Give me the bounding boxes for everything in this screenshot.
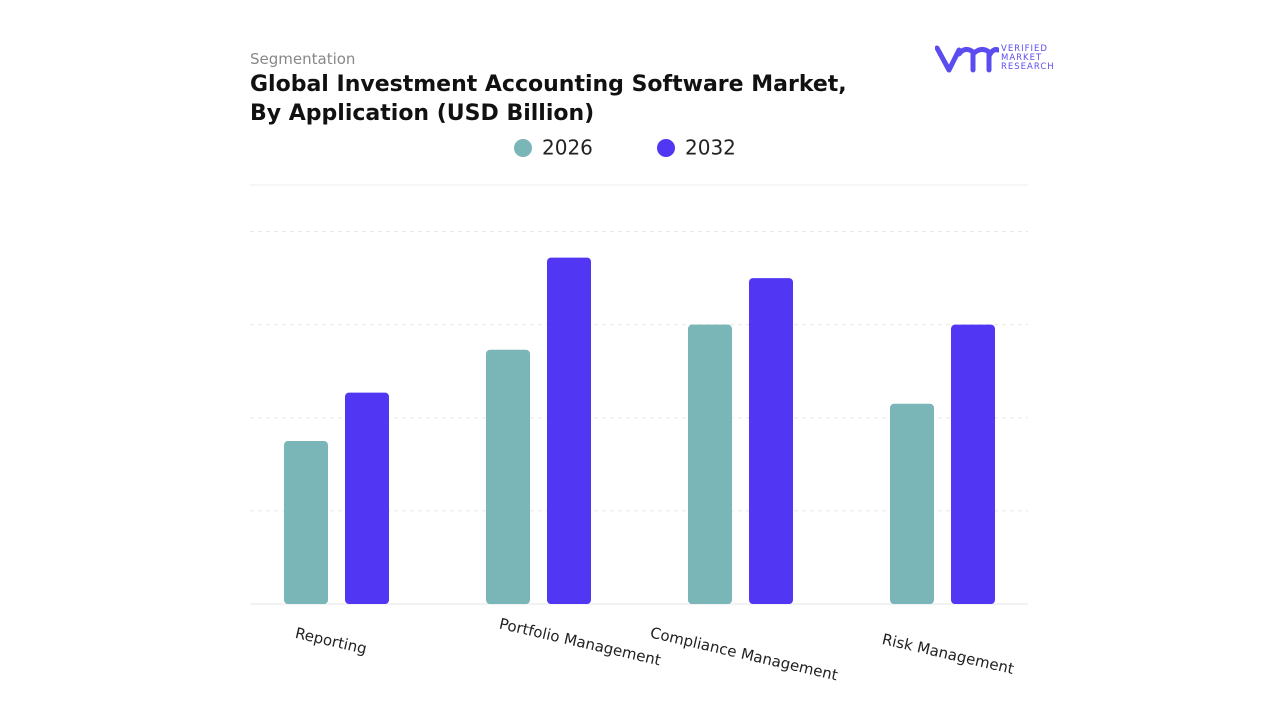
legend-label: 2032 <box>685 136 736 160</box>
subtitle: Segmentation <box>250 50 356 68</box>
bar <box>345 392 389 604</box>
logo-mark <box>934 45 1001 73</box>
bar <box>284 441 328 604</box>
bar <box>951 324 995 604</box>
logo: VERIFIED MARKET RESEARCH <box>934 44 1054 78</box>
bar <box>486 349 530 604</box>
legend-label: 2026 <box>542 136 593 160</box>
legend-swatch <box>657 139 675 157</box>
legend-swatch <box>514 139 532 157</box>
chart-title: Global Investment Accounting Software Ma… <box>250 72 847 126</box>
brand: VERIFIED MARKET RESEARCH <box>1001 44 1055 72</box>
bar <box>547 257 591 604</box>
bar <box>688 324 732 604</box>
bar <box>890 403 934 604</box>
bar <box>749 278 793 604</box>
